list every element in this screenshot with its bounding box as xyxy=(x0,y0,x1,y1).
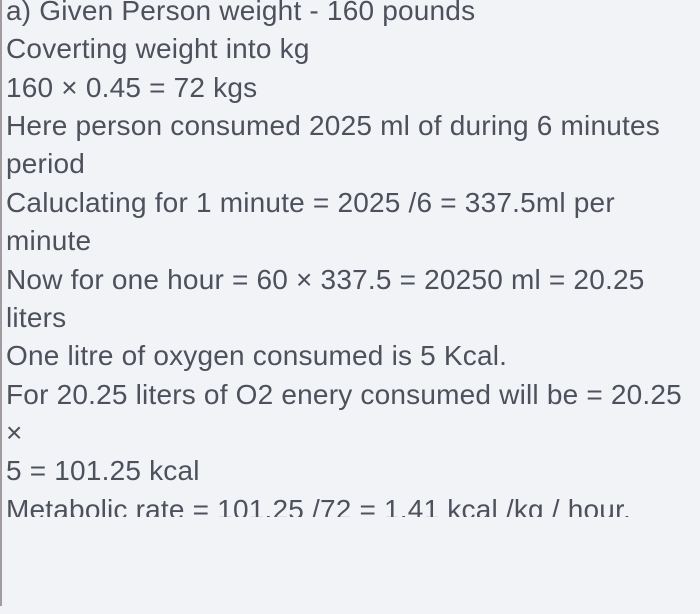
line-kcal-per-litre: One litre of oxygen consumed is 5 Kcal. xyxy=(6,337,696,375)
line-kcal-result: 5 = 101.25 kcal xyxy=(6,452,696,490)
line-weight-calc: 160 × 0.45 = 72 kgs xyxy=(6,69,696,107)
line-consumed: Here person consumed 2025 ml of during 6… xyxy=(6,107,696,184)
line-per-minute: Caluclating for 1 minute = 2025 /6 = 337… xyxy=(6,184,696,261)
line-per-hour: Now for one hour = 60 × 337.5 = 20250 ml… xyxy=(6,261,696,338)
line-metabolic-rate: Metabolic rate = 101.25 /72 = 1.41 kcal … xyxy=(6,491,696,517)
line-energy-consumed: For 20.25 liters of O2 enery consumed wi… xyxy=(6,376,696,453)
line-converting: Coverting weight into kg xyxy=(6,30,696,68)
line-given: a) Given Person weight - 160 pounds xyxy=(6,0,696,30)
